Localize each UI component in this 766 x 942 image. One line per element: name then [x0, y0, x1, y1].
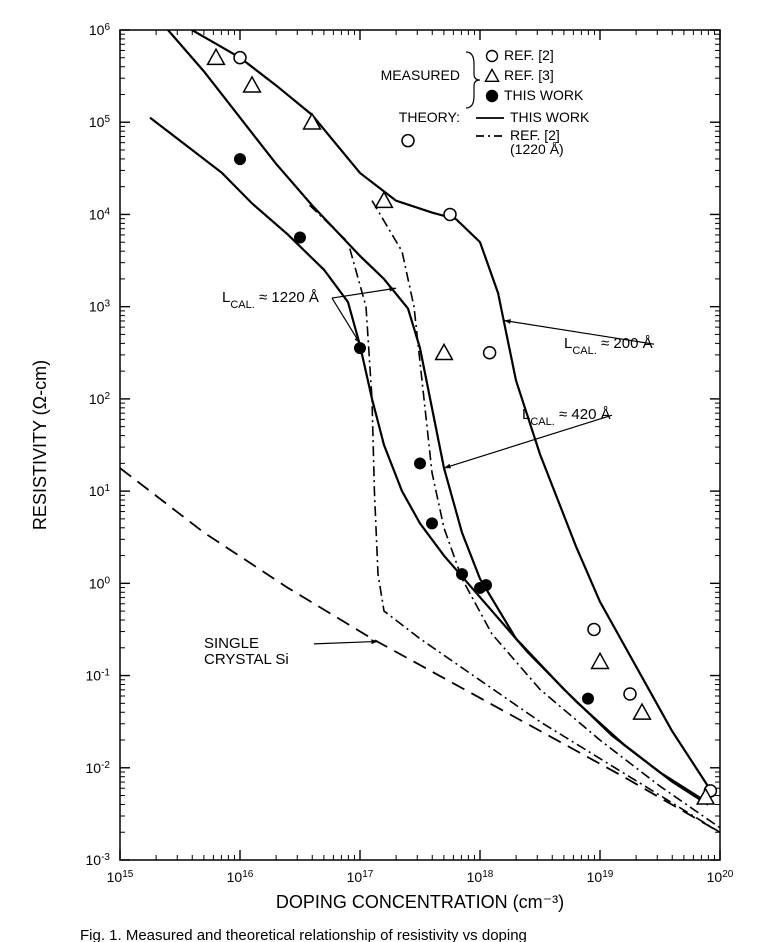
- curve-theory-420A: [168, 30, 708, 803]
- plot-border: [120, 30, 720, 860]
- y-tick-label: 103: [89, 298, 111, 315]
- x-tick-label: 1020: [707, 869, 734, 886]
- x-tick-label: 1015: [107, 869, 134, 886]
- x-tick-label: 1016: [227, 869, 254, 886]
- svg-text:(1220 Å): (1220 Å): [510, 141, 564, 157]
- annotation-lcal-420: LCAL. ≈ 420 Å: [522, 406, 611, 428]
- legend-measured-2: THIS WORK: [504, 87, 584, 103]
- x-tick-label: 1018: [467, 869, 494, 886]
- x-tick-label: 1019: [587, 869, 614, 886]
- y-tick-label: 101: [89, 483, 111, 500]
- legend-measured-1: REF. [3]: [504, 67, 554, 83]
- y-tick-label: 10-2: [86, 759, 111, 776]
- svg-text:MEASURED: MEASURED: [381, 67, 460, 83]
- y-tick-label: 100: [89, 575, 111, 592]
- x-axis-label: DOPING CONCENTRATION (cm⁻³): [276, 892, 564, 912]
- figure-caption: Fig. 1. Measured and theoretical relatio…: [80, 927, 527, 942]
- curve-ref2-dashdot-right: [372, 201, 720, 828]
- curve-theory-1220A: [150, 118, 708, 805]
- y-tick-label: 105: [89, 114, 111, 131]
- svg-text:THEORY:: THEORY:: [399, 109, 460, 125]
- y-tick-label: 10-3: [86, 852, 111, 869]
- resistivity-chart: 1015 1016 1017 1018 1019 1020 10-3 10-2 10-1 100 1…: [0, 0, 766, 942]
- curve-ref2-dashdot: [310, 205, 720, 832]
- annotation-single-crystal: SINGLE: [204, 635, 259, 652]
- curve-theory-200A: [192, 30, 708, 786]
- y-tick-label: 106: [89, 22, 111, 39]
- annotation-lcal-1220: LCAL. ≈ 1220 Å: [222, 289, 319, 311]
- y-tick-label: 102: [89, 390, 111, 407]
- x-tick-label: 1017: [347, 869, 374, 886]
- annotation-lcal-200: LCAL. ≈ 200 Å: [564, 335, 653, 357]
- legend-measured-0: REF. [2]: [504, 47, 554, 63]
- y-axis-label: RESISTIVITY (Ω-cm): [30, 360, 50, 530]
- y-tick-label: 104: [89, 206, 111, 223]
- legend-theory-0: THIS WORK: [510, 109, 590, 125]
- y-tick-label: 10-1: [86, 667, 111, 684]
- annotation-single-crystal: CRYSTAL Si: [204, 651, 289, 668]
